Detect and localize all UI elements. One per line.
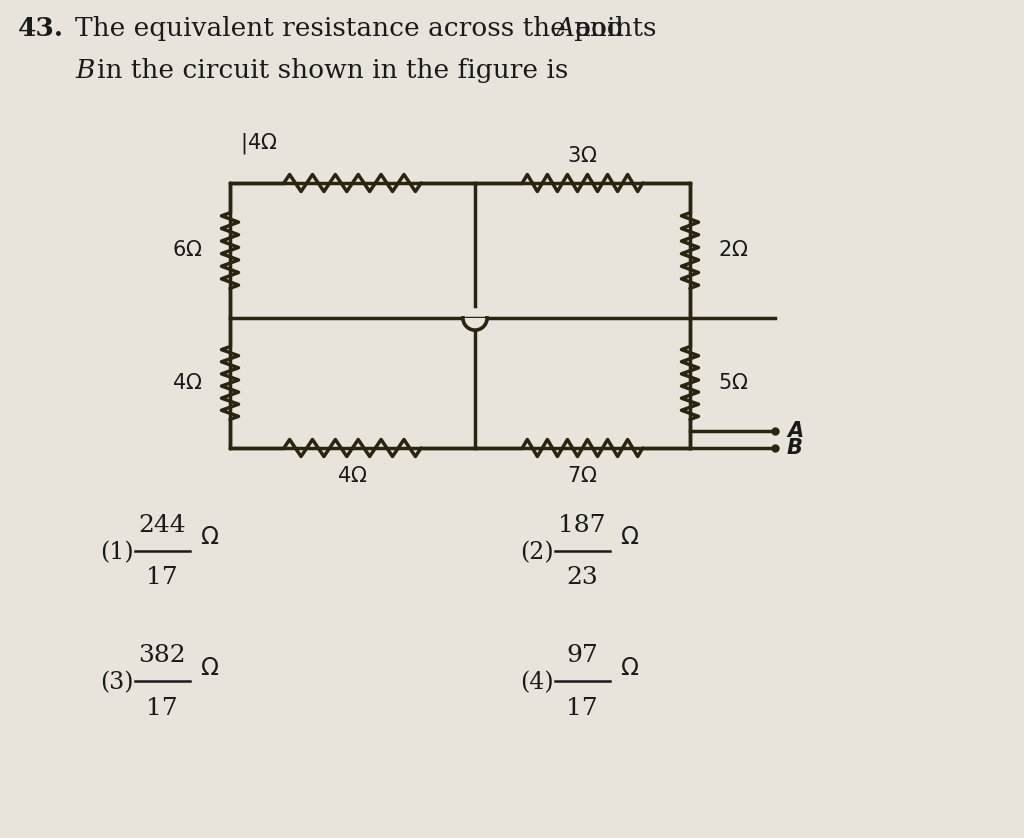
Text: 97: 97 xyxy=(566,644,598,666)
Text: (3): (3) xyxy=(100,671,133,695)
Text: B: B xyxy=(75,58,94,83)
Text: $\Omega$: $\Omega$ xyxy=(200,656,219,680)
Text: (4): (4) xyxy=(520,671,554,695)
Text: $2\Omega$: $2\Omega$ xyxy=(718,241,749,261)
Text: $7\Omega$: $7\Omega$ xyxy=(567,466,598,486)
Text: (1): (1) xyxy=(100,541,133,565)
Text: $3\Omega$: $3\Omega$ xyxy=(567,146,598,166)
Text: 17: 17 xyxy=(146,696,178,720)
Text: 382: 382 xyxy=(138,644,185,666)
Text: $\Omega$: $\Omega$ xyxy=(620,526,639,550)
Text: $|4\Omega$: $|4\Omega$ xyxy=(240,131,278,156)
Text: $\Omega$: $\Omega$ xyxy=(200,526,219,550)
Text: 23: 23 xyxy=(566,566,598,589)
Text: 187: 187 xyxy=(558,514,606,536)
Text: 17: 17 xyxy=(566,696,598,720)
Text: 244: 244 xyxy=(138,514,185,536)
Text: A: A xyxy=(555,16,574,41)
Text: $\Omega$: $\Omega$ xyxy=(620,656,639,680)
Text: 17: 17 xyxy=(146,566,178,589)
Polygon shape xyxy=(463,318,487,330)
Text: (2): (2) xyxy=(520,541,554,565)
Text: 43.: 43. xyxy=(18,16,63,41)
Text: in the circuit shown in the figure is: in the circuit shown in the figure is xyxy=(97,58,568,83)
Text: B: B xyxy=(787,438,803,458)
Text: The equivalent resistance across the points: The equivalent resistance across the poi… xyxy=(75,16,656,41)
Text: $5\Omega$: $5\Omega$ xyxy=(718,373,749,393)
Text: $4\Omega$: $4\Omega$ xyxy=(337,466,368,486)
Text: $6\Omega$: $6\Omega$ xyxy=(172,241,202,261)
Text: $4\Omega$: $4\Omega$ xyxy=(172,373,202,393)
Text: A: A xyxy=(787,421,803,441)
Text: and: and xyxy=(575,16,625,41)
